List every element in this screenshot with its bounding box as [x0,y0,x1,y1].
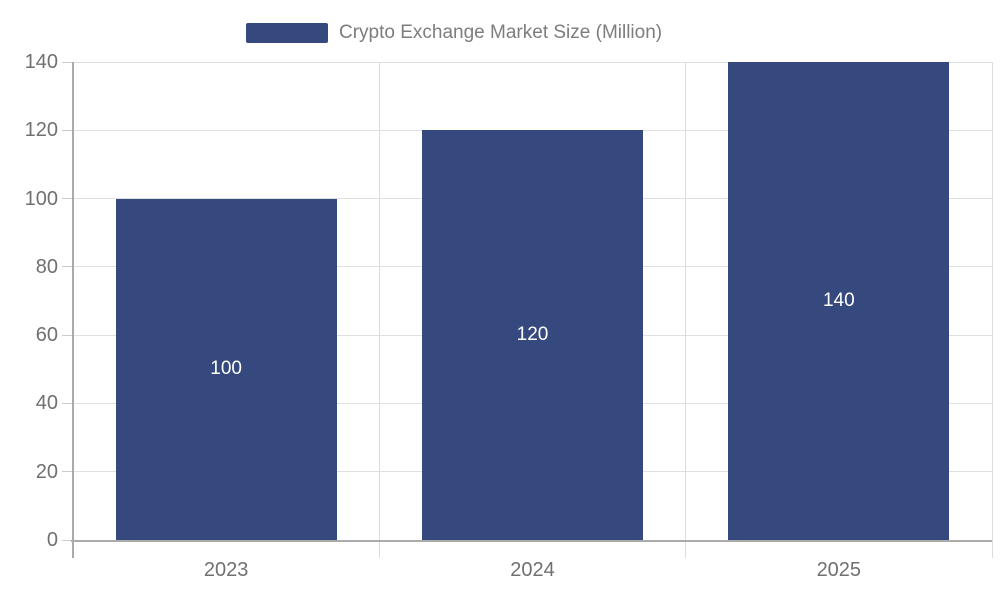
y-axis-tick [62,334,72,336]
x-axis-line [71,540,992,542]
y-gridline [73,61,992,63]
y-axis-tick-label: 60 [35,324,58,347]
y-axis-tick-label: 80 [35,255,58,278]
x-gridline [991,62,993,558]
x-gridline [378,62,380,558]
bar-value-label: 140 [822,290,855,311]
bar-2024[interactable] [422,130,643,540]
y-axis-tick-label: 140 [24,51,58,73]
x-axis-tick-label: 2023 [203,559,249,581]
y-axis-tick [62,61,72,63]
plot-area: 0 20 40 60 80 100 120 140 100 2023 120 2024 140 2025 [25,51,993,581]
y-axis-tick [62,266,72,268]
y-axis-tick [62,402,72,404]
y-axis-tick-label: 20 [35,460,58,483]
y-axis-tick [62,471,72,473]
y-axis-tick-label: 120 [24,119,58,142]
legend-label: Crypto Exchange Market Size (Million) [339,21,663,43]
y-axis-line [72,62,74,558]
y-axis-tick [62,539,72,541]
legend-item[interactable]: Crypto Exchange Market Size (Million) [246,20,662,45]
bar-value-label: 120 [516,324,549,346]
bar-2025[interactable] [728,62,950,540]
bar-value-label: 100 [210,358,242,380]
x-gridline [685,62,687,558]
y-axis-tick-label: 100 [24,187,58,210]
legend-swatch [246,22,328,43]
bar-2023[interactable] [115,198,337,540]
y-axis-tick [62,129,72,131]
x-axis-tick-label: 2025 [816,559,862,581]
y-axis-tick-label: 0 [46,529,58,551]
y-axis-tick [62,198,72,200]
x-axis-tick-label: 2024 [510,559,555,581]
y-axis-tick-label: 40 [35,392,58,415]
